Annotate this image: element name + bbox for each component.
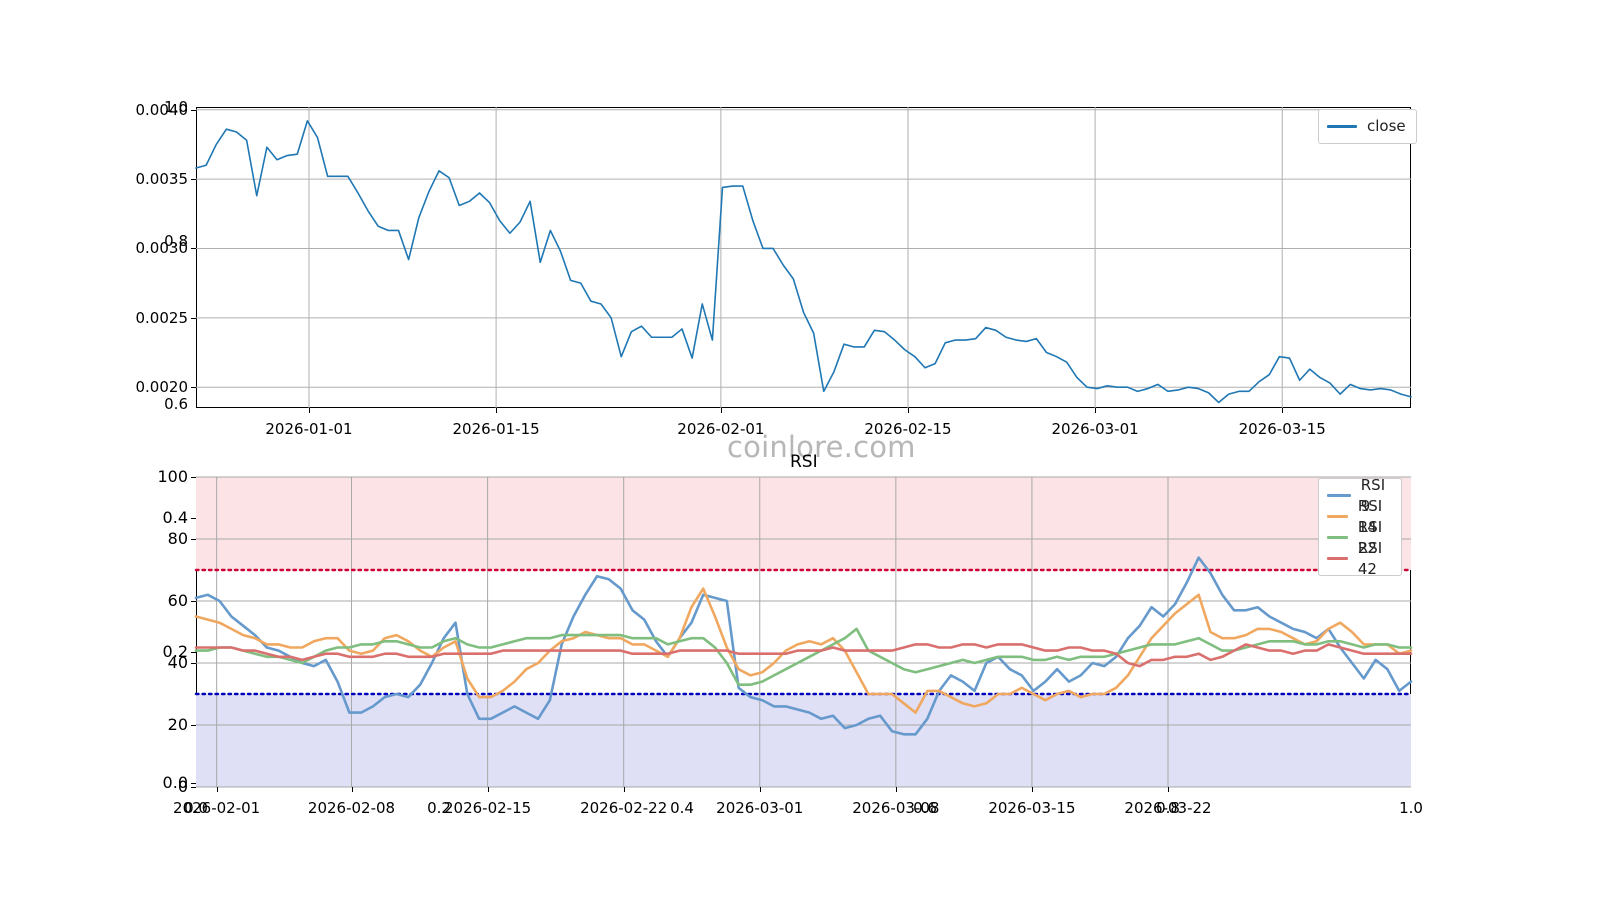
rsi-x-tick-mark: [623, 787, 625, 792]
price-y-tick-label: 0.0025: [135, 308, 189, 327]
legend-item-rsi-14[interactable]: RSI 14: [1327, 497, 1391, 536]
rsi-x-tick-mark: [216, 787, 218, 792]
rsi-x-tick-label-secondary: 0.0: [184, 799, 208, 817]
rsi-x-tick-label: 2026-02-01: [173, 799, 261, 817]
price-x-tick-mark: [720, 408, 722, 413]
rsi-y-tick-label-secondary: 0.4: [162, 508, 188, 528]
rsi-x-tick-mark: [1031, 787, 1033, 792]
price-x-tick-mark: [1282, 408, 1284, 413]
price-x-tick-label: 2026-03-01: [1051, 420, 1139, 438]
rsi-y-tick-mark: [191, 787, 196, 788]
price-y-tick-mark: [191, 387, 196, 389]
rsi-y-tick-mark: [191, 663, 196, 664]
legend-item-rsi-9[interactable]: RSI 9: [1327, 476, 1391, 515]
rsi-legend[interactable]: RSI 9 RSI 14 RSI 22 RSI 42: [1318, 476, 1403, 578]
legend-swatch-rsi-22: [1327, 536, 1348, 539]
price-y-tick-mark: [191, 179, 196, 181]
rsi-x-tick-label-secondary: 0.6: [913, 799, 937, 817]
price-y-tick-mark: [191, 317, 196, 319]
rsi-y-tick-label: 100: [157, 467, 188, 486]
price-y-tick-label: 0.0035: [135, 170, 189, 189]
legend-label-rsi-14: RSI 14: [1357, 496, 1383, 536]
rsi-y-tick-mark-secondary: [191, 652, 196, 654]
price-x-tick-label: 2026-02-15: [864, 420, 952, 438]
rsi-x-tick-label-secondary: 0.8: [1156, 799, 1180, 817]
price-x-tick-label: 2026-03-15: [1238, 420, 1326, 438]
legend-item-rsi-22[interactable]: RSI 22: [1327, 518, 1391, 557]
rsi-y-tick-mark-secondary: [191, 783, 196, 784]
rsi-x-tick-label-secondary: 0.2: [427, 799, 451, 817]
legend-label-rsi-22: RSI 22: [1357, 517, 1383, 557]
price-y-tick-mark: [191, 109, 196, 111]
rsi-x-tick-label: 2026-03-22: [1124, 799, 1212, 817]
price-x-tick-label: 2026-01-15: [452, 420, 540, 438]
price-y-tick-label: 0.0030: [135, 239, 189, 258]
price-y-tick-label-secondary: 0.6: [164, 395, 188, 413]
price-x-tick-mark: [1095, 408, 1097, 413]
price-x-tick-mark: [496, 408, 498, 413]
price-x-tick-label: 2026-02-01: [677, 420, 765, 438]
rsi-y-tick-label: 20: [167, 715, 188, 734]
price-y-tick-mark: [191, 248, 196, 250]
legend-label-rsi-9: RSI 9: [1360, 475, 1386, 515]
rsi-x-tick-label: 2026-03-01: [716, 799, 804, 817]
rsi-y-tick-label-secondary: 0.0: [162, 773, 188, 792]
legend-swatch-rsi-9: [1327, 494, 1351, 497]
rsi-x-tick-mark: [487, 787, 489, 792]
legend-label-close: close: [1367, 117, 1406, 135]
legend-swatch-rsi-14: [1327, 515, 1348, 518]
price-y-tick-label: 0.0040: [135, 100, 189, 119]
rsi-y-tick-mark-secondary: [191, 518, 196, 520]
price-y-tick-label-secondary: 0.8: [164, 231, 188, 250]
rsi-y-tick-mark: [191, 539, 196, 540]
legend-item-rsi-42[interactable]: RSI 42: [1327, 539, 1391, 578]
rsi-x-tick-label-secondary: 1.0: [1399, 799, 1423, 817]
price-plot-area: [196, 107, 1411, 408]
rsi-panel-title: RSI: [790, 452, 818, 472]
rsi-x-tick-label-secondary: 0.4: [670, 799, 694, 817]
price-x-tick-mark: [308, 408, 310, 413]
rsi-x-tick-mark: [759, 787, 761, 792]
rsi-x-tick-label: 2026-02-22: [580, 799, 668, 817]
price-y-tick-label: 0.0020: [135, 378, 189, 397]
legend-swatch-close: [1327, 125, 1357, 128]
rsi-y-tick-mark: [191, 477, 196, 478]
rsi-y-tick-label: 80: [167, 529, 188, 548]
rsi-x-tick-label: 2026-03-15: [988, 799, 1076, 817]
price-y-tick-label-secondary: 1.0: [164, 98, 188, 116]
rsi-y-tick-mark: [191, 725, 196, 726]
rsi-y-tick-label: 40: [167, 653, 188, 672]
rsi-x-tick-mark: [895, 787, 897, 792]
rsi-y-tick-label: 60: [167, 591, 188, 610]
rsi-x-tick-label: 2026-03-08: [852, 799, 940, 817]
legend-label-rsi-42: RSI 42: [1357, 538, 1383, 578]
rsi-y-tick-mark: [191, 601, 196, 602]
price-x-tick-mark: [907, 408, 909, 413]
legend-item-close[interactable]: close: [1327, 116, 1406, 137]
rsi-y-tick-label-secondary: 0.2: [162, 642, 188, 662]
rsi-y-tick-label: 0: [177, 777, 188, 796]
rsi-x-tick-label: 2026-02-08: [307, 799, 396, 817]
rsi-x-tick-mark: [351, 787, 353, 792]
rsi-x-tick-mark: [1168, 787, 1169, 792]
rsi-x-tick-label: 2026-02-15: [444, 799, 532, 817]
watermark: coinlore.com: [727, 430, 916, 464]
price-legend[interactable]: close: [1318, 109, 1417, 144]
legend-swatch-rsi-42: [1327, 557, 1348, 560]
price-x-tick-label: 2026-01-01: [265, 420, 353, 438]
